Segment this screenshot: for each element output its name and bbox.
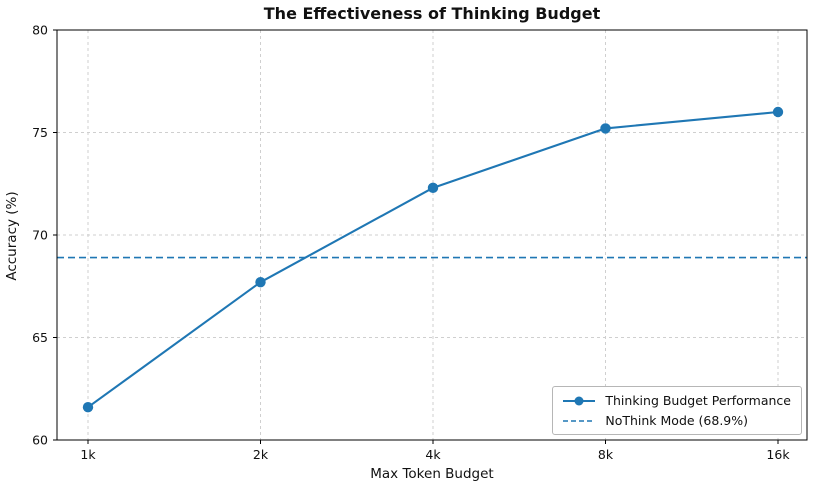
svg-text:4k: 4k [425,447,441,462]
svg-text:8k: 8k [598,447,614,462]
chart-title: The Effectiveness of Thinking Budget [263,4,601,23]
legend-dashed-line-icon [563,419,596,422]
svg-text:1k: 1k [80,447,96,462]
legend-item-nothink-mode: NoThink Mode (68.9%) [561,413,791,428]
x-axis-label: Max Token Budget [370,466,494,482]
legend-solid-line-marker-icon [563,396,596,405]
svg-text:2k: 2k [253,447,269,462]
svg-text:70: 70 [32,228,48,243]
legend: Thinking Budget Performance NoThink Mode… [552,386,802,435]
svg-text:16k: 16k [766,447,790,462]
legend-item-thinking-budget: Thinking Budget Performance [561,393,791,408]
y-axis-label: Accuracy (%) [4,191,20,281]
svg-text:60: 60 [32,433,48,448]
legend-label-nothink-mode: NoThink Mode (68.9%) [605,413,749,428]
legend-label-thinking-budget: Thinking Budget Performance [605,393,791,408]
svg-text:80: 80 [32,23,48,38]
svg-text:65: 65 [32,330,48,345]
svg-text:75: 75 [32,125,48,140]
